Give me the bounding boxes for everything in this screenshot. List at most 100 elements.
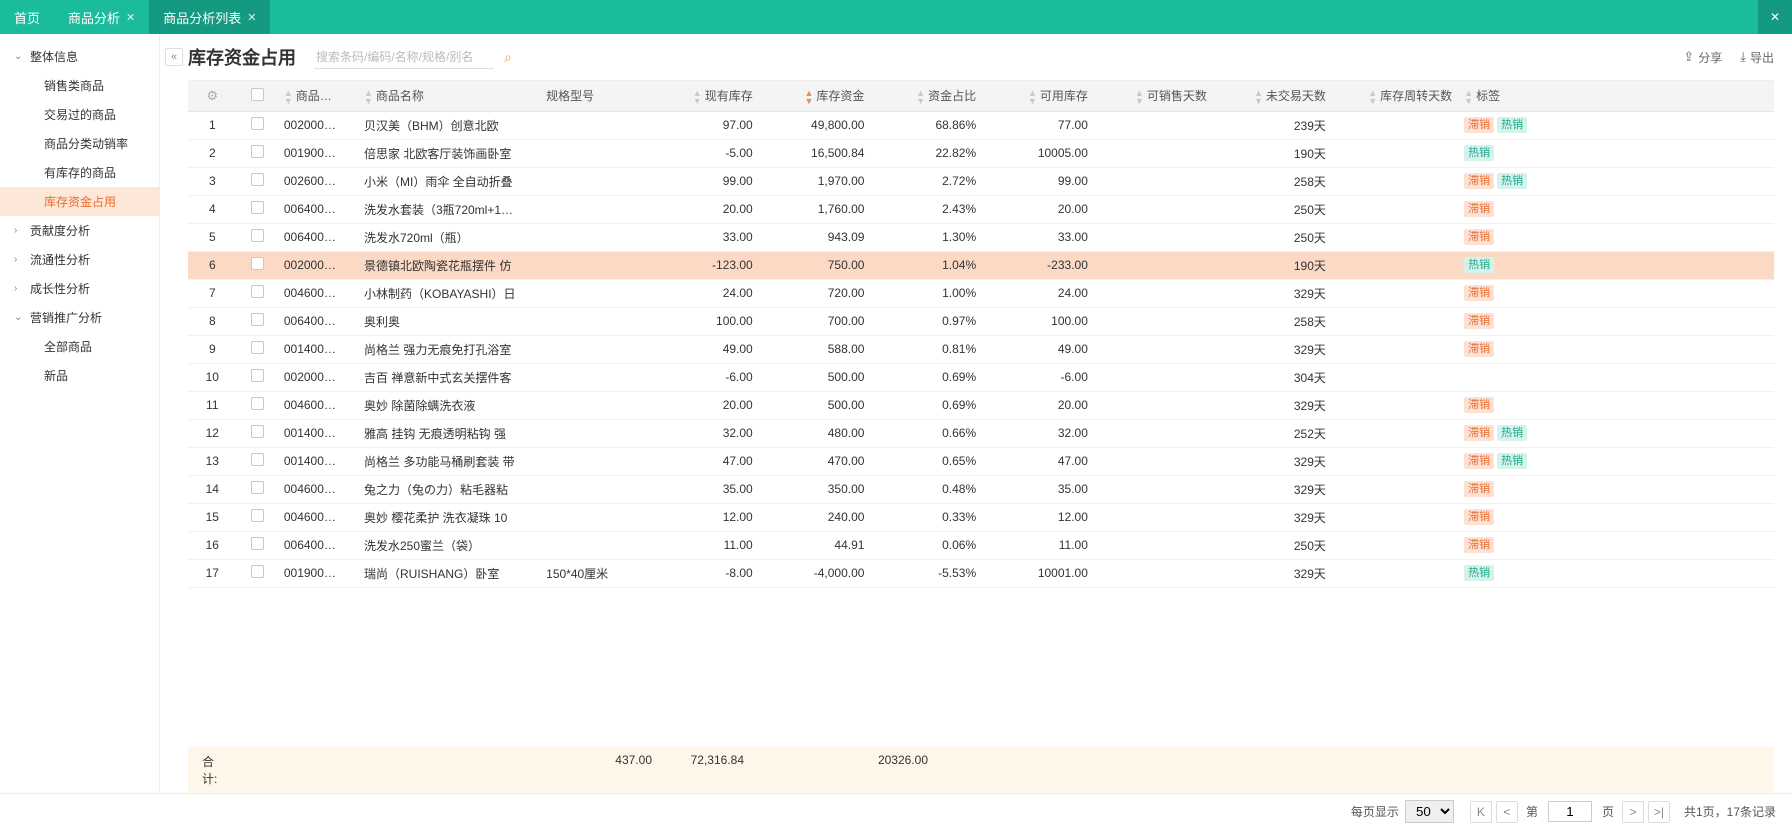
collapse-sidebar-button[interactable]: « [165, 48, 183, 66]
tree-item[interactable]: 交易过的商品 [0, 100, 159, 129]
row-checkbox[interactable] [251, 173, 264, 186]
table-row[interactable]: 2001900…倍思家 北欧客厅装饰画卧室-5.0016,500.8422.82… [188, 139, 1774, 167]
pager-next-button[interactable]: > [1622, 801, 1644, 823]
tree-group[interactable]: ›流通性分析 [0, 245, 159, 274]
table-row[interactable]: 15004600…奥妙 樱花柔护 洗衣凝珠 1012.00240.000.33%… [188, 503, 1774, 531]
tab-home[interactable]: 首页 [0, 0, 54, 34]
share-button[interactable]: ⇪分享 [1683, 49, 1722, 66]
column-header[interactable]: ▲ ▼资金占比 [870, 81, 982, 111]
table-row[interactable]: 16006400…洗发水250蜜兰（袋）11.0044.910.06%11.00… [188, 531, 1774, 559]
cell: 480.00 [759, 419, 871, 447]
pager-prev-button[interactable]: < [1496, 801, 1518, 823]
row-checkbox[interactable] [251, 369, 264, 382]
table-row[interactable]: 6002000…景德镇北欧陶瓷花瓶摆件 仿-123.00750.001.04%-… [188, 251, 1774, 279]
table-row[interactable]: 5006400…洗发水720ml（瓶）33.00943.091.30%33.00… [188, 223, 1774, 251]
tab-close-icon[interactable]: ✕ [247, 11, 256, 24]
column-header [237, 81, 278, 111]
sort-icon: ▲ ▼ [693, 89, 702, 105]
row-checkbox[interactable] [251, 145, 264, 158]
tree-group[interactable]: ⌄整体信息 [0, 42, 159, 71]
column-header[interactable]: ▲ ▼库存周转天数 [1332, 81, 1458, 111]
table-row[interactable]: 12001400…雅高 挂钩 无痕透明粘钩 强32.00480.000.66%3… [188, 419, 1774, 447]
row-checkbox[interactable] [251, 453, 264, 466]
tag-badge: 热销 [1497, 425, 1527, 441]
table-row[interactable]: 10002000…吉百 禅意新中式玄关摆件客-6.00500.000.69%-6… [188, 363, 1774, 391]
row-checkbox[interactable] [251, 481, 264, 494]
table-row[interactable]: 14004600…兔之力（兔の力）粘毛器粘35.00350.000.48%35.… [188, 475, 1774, 503]
tree-item[interactable]: 新品 [0, 361, 159, 390]
column-header[interactable]: ▲ ▼商品… [278, 81, 358, 111]
cell [1094, 475, 1213, 503]
row-checkbox[interactable] [251, 341, 264, 354]
select-all-checkbox[interactable] [251, 88, 264, 101]
search-input[interactable] [314, 46, 494, 69]
cell: 雅高 挂钩 无痕透明粘钩 强 [358, 419, 540, 447]
tab-close-icon[interactable]: ✕ [126, 11, 135, 24]
cell: 12.00 [982, 503, 1094, 531]
row-checkbox[interactable] [251, 537, 264, 550]
table-row[interactable]: 8006400…奥利奥100.00700.000.97%100.00258天滞销 [188, 307, 1774, 335]
tag-badge: 滞销 [1464, 537, 1494, 553]
row-checkbox[interactable] [251, 397, 264, 410]
cell: 22.82% [870, 139, 982, 167]
tag-badge: 滞销 [1464, 397, 1494, 413]
table-row[interactable]: 3002600…小米（MI）雨伞 全自动折叠99.001,970.002.72%… [188, 167, 1774, 195]
column-header[interactable]: ▲ ▼现有库存 [647, 81, 759, 111]
row-checkbox[interactable] [251, 229, 264, 242]
pager-page-input[interactable] [1548, 801, 1592, 822]
row-checkbox[interactable] [251, 509, 264, 522]
pager-last-button[interactable]: >| [1648, 801, 1670, 823]
row-checkbox[interactable] [251, 313, 264, 326]
cell [540, 307, 647, 335]
cell [540, 251, 647, 279]
export-button[interactable]: ⤓导出 [1740, 49, 1774, 66]
row-checkbox[interactable] [251, 565, 264, 578]
table-row[interactable]: 13001400…尚格兰 多功能马桶刷套装 带47.00470.000.65%4… [188, 447, 1774, 475]
cell [540, 111, 647, 139]
row-checkbox[interactable] [251, 285, 264, 298]
table-row[interactable]: 4006400…洗发水套装（3瓶720ml+1…20.001,760.002.4… [188, 195, 1774, 223]
cell: 004600… [278, 475, 358, 503]
tree-item[interactable]: 全部商品 [0, 332, 159, 361]
search-icon[interactable]: ⌕ [504, 49, 512, 66]
cell [1094, 167, 1213, 195]
tree-group[interactable]: ›成长性分析 [0, 274, 159, 303]
table-row[interactable]: 1002000…贝汉美（BHM）创意北欧97.0049,800.0068.86%… [188, 111, 1774, 139]
table-row[interactable]: 11004600…奥妙 除菌除螨洗衣液20.00500.000.69%20.00… [188, 391, 1774, 419]
column-header[interactable]: ▲ ▼未交易天数 [1213, 81, 1332, 111]
row-checkbox[interactable] [251, 117, 264, 130]
pager-first-button[interactable]: K [1470, 801, 1492, 823]
column-header[interactable]: ▲ ▼可销售天数 [1094, 81, 1213, 111]
gear-icon[interactable]: ⚙ [206, 88, 218, 103]
tree-item[interactable]: 有库存的商品 [0, 158, 159, 187]
tree-group[interactable]: ⌄营销推广分析 [0, 303, 159, 332]
tree-item[interactable]: 商品分类动销率 [0, 129, 159, 158]
pager: 每页显示 50 K < 第 页 > >| 共1页，17条记录 [0, 793, 1792, 829]
tree-item[interactable]: 销售类商品 [0, 71, 159, 100]
tree-item[interactable]: 库存资金占用 [0, 187, 159, 216]
row-checkbox[interactable] [251, 201, 264, 214]
row-index: 10 [188, 363, 237, 391]
cell: 小米（MI）雨伞 全自动折叠 [358, 167, 540, 195]
topbar-close-button[interactable]: ✕ [1758, 0, 1792, 34]
column-header[interactable]: ▲ ▼商品名称 [358, 81, 540, 111]
column-header[interactable]: ▲ ▼库存资金 [759, 81, 871, 111]
tree-group[interactable]: ›贡献度分析 [0, 216, 159, 245]
cell: 240.00 [759, 503, 871, 531]
tag-badge: 滞销 [1464, 201, 1494, 217]
per-page-select[interactable]: 50 [1405, 800, 1454, 823]
column-header[interactable]: ▲ ▼标签 [1458, 81, 1774, 111]
row-checkbox[interactable] [251, 257, 264, 270]
chevron-right-icon: › [14, 254, 26, 265]
row-index: 14 [188, 475, 237, 503]
page-title: 库存资金占用 [188, 44, 296, 70]
table-row[interactable]: 9001400…尚格兰 强力无痕免打孔浴室49.00588.000.81%49.… [188, 335, 1774, 363]
column-header[interactable]: ▲ ▼可用库存 [982, 81, 1094, 111]
row-checkbox[interactable] [251, 425, 264, 438]
cell: 100.00 [982, 307, 1094, 335]
tab-item[interactable]: 商品分析✕ [54, 0, 149, 34]
table-row[interactable]: 7004600…小林制药（KOBAYASHI）日24.00720.001.00%… [188, 279, 1774, 307]
tab-item[interactable]: 商品分析列表✕ [149, 0, 270, 34]
cell: 47.00 [647, 447, 759, 475]
table-row[interactable]: 17001900…瑞尚（RUISHANG）卧室150*40厘米-8.00-4,0… [188, 559, 1774, 587]
